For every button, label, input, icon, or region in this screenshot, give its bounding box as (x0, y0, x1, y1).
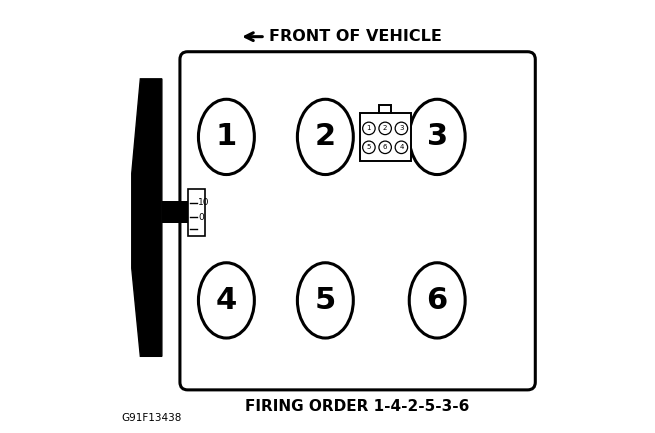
Text: 0: 0 (198, 213, 204, 222)
Ellipse shape (198, 263, 254, 338)
Text: G91F13438: G91F13438 (121, 413, 181, 423)
Text: 1: 1 (215, 123, 237, 152)
Text: 4: 4 (215, 286, 237, 315)
Bar (379, 105, 391, 113)
Text: 6: 6 (383, 144, 387, 150)
Ellipse shape (297, 263, 353, 338)
Ellipse shape (409, 99, 465, 174)
Text: 5: 5 (367, 144, 371, 150)
Ellipse shape (409, 263, 465, 338)
Text: FRONT OF VEHICLE: FRONT OF VEHICLE (269, 29, 441, 44)
Circle shape (395, 141, 407, 154)
Bar (162, 201, 188, 223)
Bar (360, 113, 411, 161)
Polygon shape (132, 79, 162, 356)
Ellipse shape (198, 99, 254, 174)
Text: 3: 3 (426, 123, 448, 152)
Text: 4: 4 (399, 144, 403, 150)
Circle shape (363, 122, 375, 135)
Text: 5: 5 (314, 286, 336, 315)
Text: FIRING ORDER 1-4-2-5-3-6: FIRING ORDER 1-4-2-5-3-6 (246, 399, 470, 414)
FancyBboxPatch shape (180, 52, 535, 390)
Circle shape (379, 141, 392, 154)
Circle shape (395, 122, 407, 135)
Text: 10: 10 (198, 198, 210, 207)
Bar (188, 188, 205, 236)
Text: 6: 6 (426, 286, 448, 315)
Text: 2: 2 (315, 123, 336, 152)
Text: 2: 2 (383, 126, 387, 131)
Circle shape (379, 122, 392, 135)
Text: 1: 1 (367, 126, 371, 131)
Ellipse shape (297, 99, 353, 174)
Circle shape (363, 141, 375, 154)
Text: 3: 3 (399, 126, 403, 131)
